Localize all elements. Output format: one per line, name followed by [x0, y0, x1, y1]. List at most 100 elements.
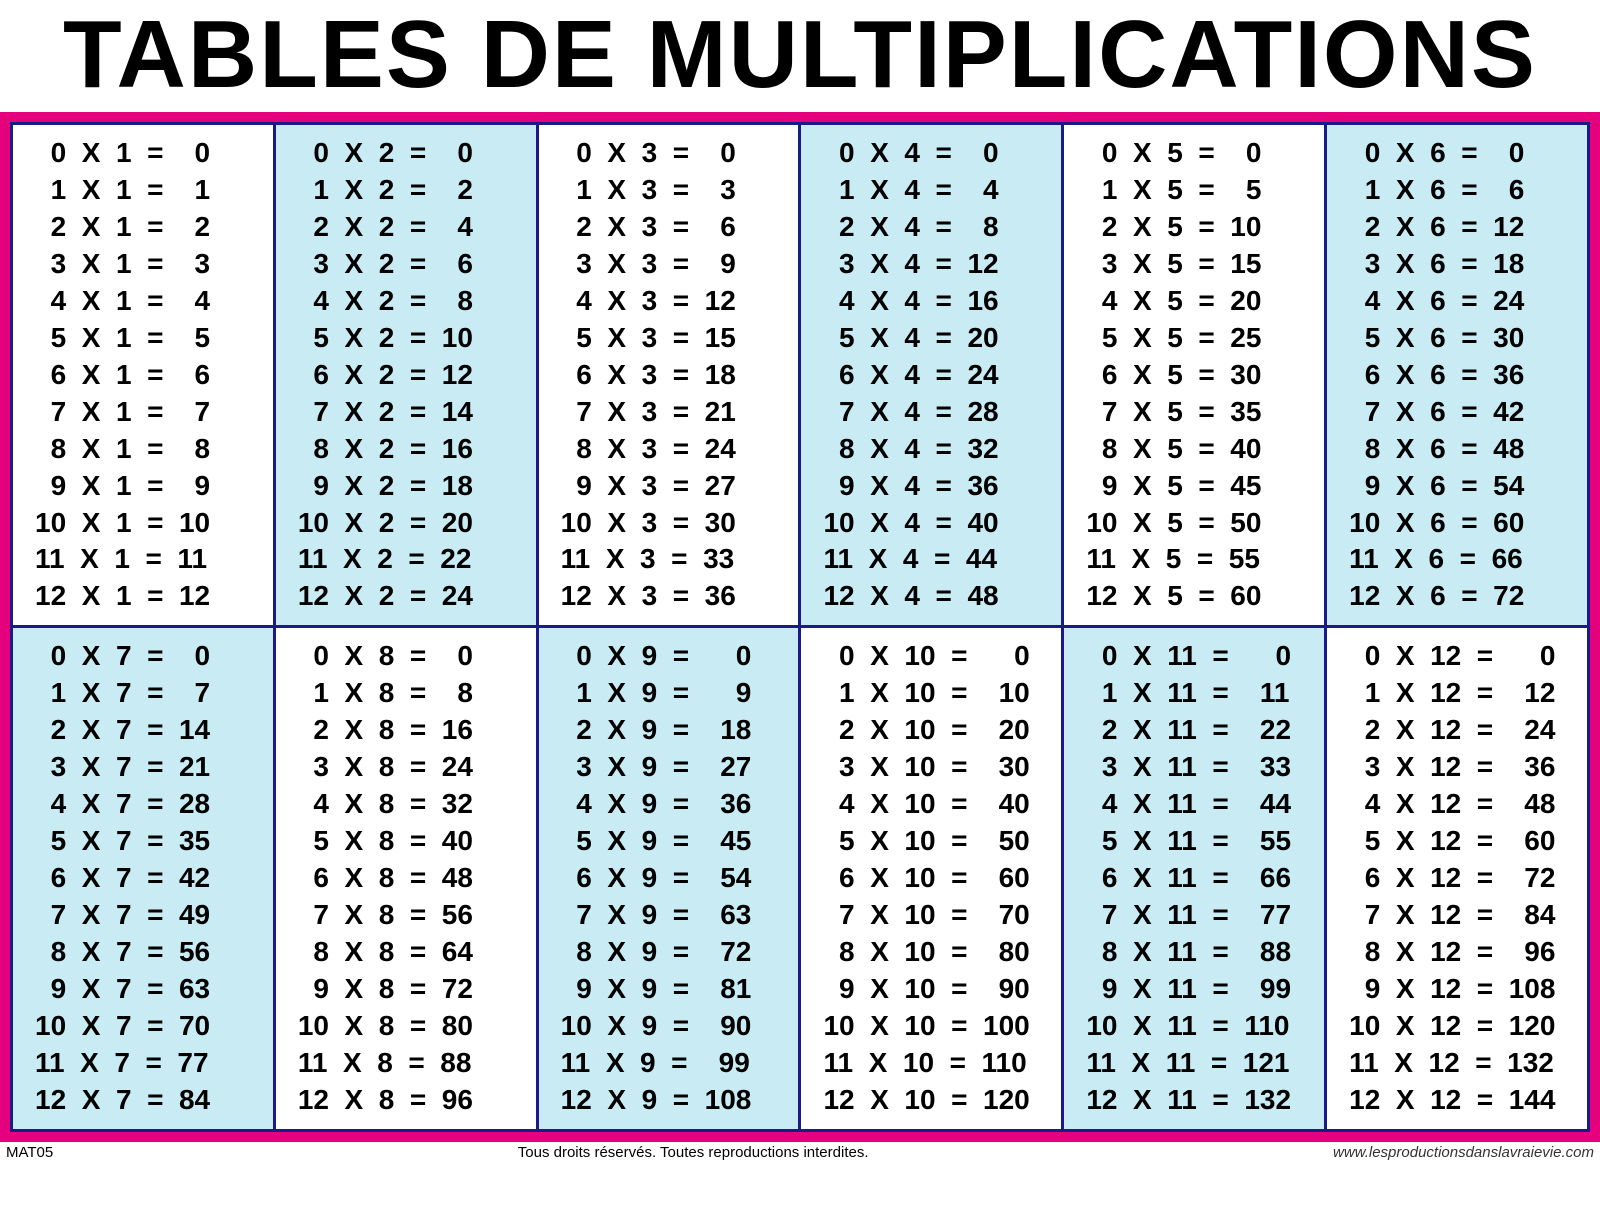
- mult-row: 1 X 3 = 3: [539, 172, 799, 209]
- footer-code: MAT05: [6, 1144, 53, 1161]
- mult-row: 11 X 10 = 110: [801, 1045, 1061, 1082]
- mult-row: 2 X 1 = 2: [13, 209, 273, 246]
- mult-row: 5 X 7 = 35: [13, 823, 273, 860]
- mult-row: 7 X 11 = 77: [1064, 897, 1324, 934]
- mult-row: 0 X 10 = 0: [801, 638, 1061, 675]
- mult-row: 0 X 7 = 0: [13, 638, 273, 675]
- outer-frame: 0 X 1 = 0 1 X 1 = 1 2 X 1 = 2 3 X 1 = 3 …: [0, 112, 1600, 1142]
- mult-row: 5 X 3 = 15: [539, 320, 799, 357]
- mult-row: 7 X 9 = 63: [539, 897, 799, 934]
- mult-row: 9 X 5 = 45: [1064, 468, 1324, 505]
- mult-row: 7 X 2 = 14: [276, 394, 536, 431]
- mult-row: 9 X 9 = 81: [539, 971, 799, 1008]
- table-cell-x11: 0 X 11 = 0 1 X 11 = 11 2 X 11 = 22 3 X 1…: [1063, 627, 1326, 1130]
- mult-row: 7 X 7 = 49: [13, 897, 273, 934]
- mult-row: 0 X 2 = 0: [276, 135, 536, 172]
- grid-row: 0 X 1 = 0 1 X 1 = 1 2 X 1 = 2 3 X 1 = 3 …: [12, 124, 1589, 627]
- mult-row: 4 X 12 = 48: [1327, 786, 1587, 823]
- mult-row: 8 X 8 = 64: [276, 934, 536, 971]
- mult-row: 4 X 11 = 44: [1064, 786, 1324, 823]
- mult-row: 1 X 9 = 9: [539, 675, 799, 712]
- mult-row: 7 X 1 = 7: [13, 394, 273, 431]
- mult-row: 7 X 6 = 42: [1327, 394, 1587, 431]
- mult-row: 11 X 3 = 33: [539, 541, 799, 578]
- mult-row: 9 X 7 = 63: [13, 971, 273, 1008]
- mult-row: 11 X 5 = 55: [1064, 541, 1324, 578]
- mult-row: 10 X 12 = 120: [1327, 1008, 1587, 1045]
- mult-row: 2 X 3 = 6: [539, 209, 799, 246]
- mult-row: 0 X 5 = 0: [1064, 135, 1324, 172]
- mult-row: 12 X 3 = 36: [539, 578, 799, 615]
- table-cell-x6: 0 X 6 = 0 1 X 6 = 6 2 X 6 = 12 3 X 6 = 1…: [1326, 124, 1589, 627]
- mult-row: 0 X 9 = 0: [539, 638, 799, 675]
- mult-row: 11 X 6 = 66: [1327, 541, 1587, 578]
- mult-row: 12 X 11 = 132: [1064, 1082, 1324, 1119]
- mult-row: 12 X 1 = 12: [13, 578, 273, 615]
- mult-row: 2 X 11 = 22: [1064, 712, 1324, 749]
- mult-row: 10 X 5 = 50: [1064, 505, 1324, 542]
- mult-row: 5 X 12 = 60: [1327, 823, 1587, 860]
- mult-row: 6 X 5 = 30: [1064, 357, 1324, 394]
- mult-row: 2 X 10 = 20: [801, 712, 1061, 749]
- mult-row: 3 X 3 = 9: [539, 246, 799, 283]
- grid-row: 0 X 7 = 0 1 X 7 = 7 2 X 7 = 14 3 X 7 = 2…: [12, 627, 1589, 1130]
- mult-row: 5 X 4 = 20: [801, 320, 1061, 357]
- mult-row: 11 X 2 = 22: [276, 541, 536, 578]
- mult-row: 10 X 2 = 20: [276, 505, 536, 542]
- mult-row: 8 X 5 = 40: [1064, 431, 1324, 468]
- mult-row: 5 X 6 = 30: [1327, 320, 1587, 357]
- table-cell-x8: 0 X 8 = 0 1 X 8 = 8 2 X 8 = 16 3 X 8 = 2…: [274, 627, 537, 1130]
- mult-row: 2 X 6 = 12: [1327, 209, 1587, 246]
- mult-row: 1 X 12 = 12: [1327, 675, 1587, 712]
- mult-row: 11 X 1 = 11: [13, 541, 273, 578]
- table-cell-x10: 0 X 10 = 0 1 X 10 = 10 2 X 10 = 20 3 X 1…: [800, 627, 1063, 1130]
- mult-row: 12 X 10 = 120: [801, 1082, 1061, 1119]
- table-cell-x2: 0 X 2 = 0 1 X 2 = 2 2 X 2 = 4 3 X 2 = 6 …: [274, 124, 537, 627]
- mult-row: 6 X 3 = 18: [539, 357, 799, 394]
- mult-row: 3 X 11 = 33: [1064, 749, 1324, 786]
- mult-row: 8 X 1 = 8: [13, 431, 273, 468]
- mult-row: 2 X 2 = 4: [276, 209, 536, 246]
- mult-row: 3 X 4 = 12: [801, 246, 1061, 283]
- mult-row: 5 X 9 = 45: [539, 823, 799, 860]
- mult-row: 2 X 4 = 8: [801, 209, 1061, 246]
- mult-row: 10 X 9 = 90: [539, 1008, 799, 1045]
- mult-row: 3 X 12 = 36: [1327, 749, 1587, 786]
- mult-row: 4 X 1 = 4: [13, 283, 273, 320]
- mult-row: 2 X 5 = 10: [1064, 209, 1324, 246]
- mult-row: 9 X 2 = 18: [276, 468, 536, 505]
- mult-row: 0 X 6 = 0: [1327, 135, 1587, 172]
- mult-row: 8 X 4 = 32: [801, 431, 1061, 468]
- mult-row: 0 X 8 = 0: [276, 638, 536, 675]
- mult-row: 0 X 12 = 0: [1327, 638, 1587, 675]
- mult-row: 7 X 8 = 56: [276, 897, 536, 934]
- mult-row: 0 X 3 = 0: [539, 135, 799, 172]
- mult-row: 1 X 10 = 10: [801, 675, 1061, 712]
- mult-row: 12 X 8 = 96: [276, 1082, 536, 1119]
- table-cell-x3: 0 X 3 = 0 1 X 3 = 3 2 X 3 = 6 3 X 3 = 9 …: [537, 124, 800, 627]
- mult-row: 10 X 1 = 10: [13, 505, 273, 542]
- mult-row: 3 X 9 = 27: [539, 749, 799, 786]
- mult-row: 5 X 5 = 25: [1064, 320, 1324, 357]
- mult-row: 7 X 10 = 70: [801, 897, 1061, 934]
- mult-row: 8 X 3 = 24: [539, 431, 799, 468]
- mult-row: 8 X 9 = 72: [539, 934, 799, 971]
- mult-row: 1 X 1 = 1: [13, 172, 273, 209]
- mult-row: 6 X 6 = 36: [1327, 357, 1587, 394]
- mult-row: 5 X 8 = 40: [276, 823, 536, 860]
- mult-row: 10 X 8 = 80: [276, 1008, 536, 1045]
- table-cell-x1: 0 X 1 = 0 1 X 1 = 1 2 X 1 = 2 3 X 1 = 3 …: [12, 124, 275, 627]
- mult-row: 10 X 7 = 70: [13, 1008, 273, 1045]
- mult-row: 11 X 4 = 44: [801, 541, 1061, 578]
- mult-row: 3 X 7 = 21: [13, 749, 273, 786]
- mult-row: 9 X 11 = 99: [1064, 971, 1324, 1008]
- table-cell-x5: 0 X 5 = 0 1 X 5 = 5 2 X 5 = 10 3 X 5 = 1…: [1063, 124, 1326, 627]
- mult-row: 11 X 8 = 88: [276, 1045, 536, 1082]
- mult-row: 4 X 6 = 24: [1327, 283, 1587, 320]
- mult-row: 12 X 7 = 84: [13, 1082, 273, 1119]
- mult-row: 6 X 1 = 6: [13, 357, 273, 394]
- mult-row: 1 X 7 = 7: [13, 675, 273, 712]
- page: TABLES DE MULTIPLICATIONS 0 X 1 = 0 1 X …: [0, 0, 1600, 1142]
- mult-row: 1 X 8 = 8: [276, 675, 536, 712]
- mult-row: 3 X 5 = 15: [1064, 246, 1324, 283]
